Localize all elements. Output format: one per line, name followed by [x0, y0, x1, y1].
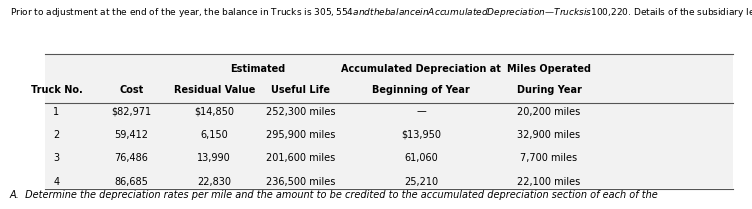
Text: 1: 1	[53, 107, 59, 117]
Text: Accumulated Depreciation at: Accumulated Depreciation at	[341, 64, 501, 74]
Text: Miles Operated: Miles Operated	[507, 64, 591, 74]
Text: 4: 4	[53, 177, 59, 187]
Text: 59,412: 59,412	[114, 130, 149, 140]
Text: During Year: During Year	[517, 85, 581, 95]
Text: 76,486: 76,486	[114, 153, 149, 163]
Text: Residual Value: Residual Value	[174, 85, 255, 95]
Text: Estimated: Estimated	[230, 64, 285, 74]
Text: 6,150: 6,150	[201, 130, 228, 140]
Text: 236,500 miles: 236,500 miles	[266, 177, 335, 187]
Text: 61,060: 61,060	[405, 153, 438, 163]
Text: 20,200 miles: 20,200 miles	[517, 107, 581, 117]
Text: 22,830: 22,830	[197, 177, 232, 187]
Text: Useful Life: Useful Life	[271, 85, 330, 95]
Text: 7,700 miles: 7,700 miles	[520, 153, 578, 163]
Text: Beginning of Year: Beginning of Year	[372, 85, 470, 95]
Text: Prior to adjustment at the end of the year, the balance in Trucks is $305,554 an: Prior to adjustment at the end of the ye…	[10, 6, 752, 19]
Text: 13,990: 13,990	[198, 153, 231, 163]
Text: 201,600 miles: 201,600 miles	[266, 153, 335, 163]
Text: 3: 3	[53, 153, 59, 163]
Text: 86,685: 86,685	[114, 177, 149, 187]
Text: 22,100 miles: 22,100 miles	[517, 177, 581, 187]
Text: $14,850: $14,850	[194, 107, 235, 117]
Text: 25,210: 25,210	[404, 177, 438, 187]
Text: A.  Determine the depreciation rates per mile and the amount to be credited to t: A. Determine the depreciation rates per …	[10, 190, 659, 200]
Text: 295,900 miles: 295,900 miles	[266, 130, 335, 140]
Text: 252,300 miles: 252,300 miles	[266, 107, 335, 117]
Text: $82,971: $82,971	[111, 107, 152, 117]
Text: Truck No.: Truck No.	[31, 85, 82, 95]
Text: 2: 2	[53, 130, 59, 140]
Text: —: —	[417, 107, 426, 117]
Text: Cost: Cost	[120, 85, 144, 95]
Text: $13,950: $13,950	[401, 130, 441, 140]
Text: 32,900 miles: 32,900 miles	[517, 130, 581, 140]
